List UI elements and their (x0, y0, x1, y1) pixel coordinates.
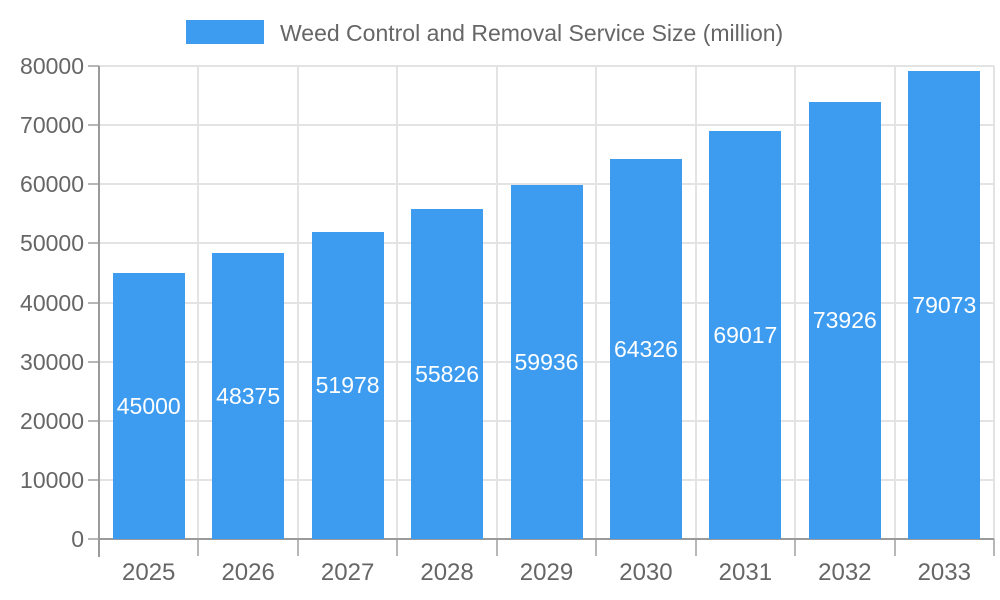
bar-value-label: 55826 (415, 360, 480, 387)
x-gridline (495, 66, 498, 539)
y-tick-label: 10000 (20, 466, 84, 493)
y-tick (88, 360, 99, 363)
x-tick (197, 539, 200, 556)
chart-legend[interactable]: Weed Control and Removal Service Size (m… (0, 16, 1000, 50)
x-tick-label: 2030 (619, 559, 673, 586)
y-tick-label: 80000 (20, 53, 84, 79)
x-gridline (396, 66, 399, 539)
y-axis-line (98, 66, 100, 557)
x-tick (495, 539, 498, 556)
x-tick (794, 539, 797, 556)
y-tick-label: 40000 (20, 289, 84, 316)
x-tick-label: 2032 (818, 559, 872, 586)
y-tick-label: 20000 (20, 407, 84, 434)
x-gridline (993, 66, 995, 539)
y-tick (88, 301, 99, 304)
bar[interactable] (808, 101, 881, 539)
y-tick (88, 538, 99, 540)
x-tick (893, 539, 896, 556)
x-gridline (694, 66, 697, 539)
bar[interactable] (212, 252, 285, 539)
y-tick (88, 419, 99, 422)
y-tick-label: 50000 (20, 230, 84, 257)
x-gridline (794, 66, 797, 539)
x-tick-label: 2033 (917, 559, 971, 586)
y-gridline (99, 65, 994, 67)
bar-value-label: 79073 (912, 292, 977, 319)
y-tick-label: 0 (71, 526, 84, 552)
x-tick (296, 539, 299, 556)
y-tick-label: 60000 (20, 171, 84, 198)
bar-value-label: 64326 (613, 335, 678, 362)
x-tick (993, 539, 995, 556)
y-tick-label: 30000 (20, 348, 84, 375)
x-tick-label: 2029 (519, 559, 574, 586)
bar[interactable] (510, 184, 583, 539)
y-tick (88, 242, 99, 245)
bar[interactable] (411, 208, 484, 539)
y-tick (88, 478, 99, 481)
legend-label: Weed Control and Removal Service Size (m… (280, 20, 784, 46)
x-tick-label: 2031 (718, 559, 773, 586)
bar-value-label: 59936 (514, 348, 579, 375)
x-tick-label: 2025 (122, 559, 176, 586)
bar[interactable] (908, 71, 981, 539)
y-gridline (99, 183, 994, 186)
x-gridline (893, 66, 896, 539)
x-tick-label: 2027 (320, 559, 375, 586)
x-tick (694, 539, 697, 556)
x-tick-label: 2028 (420, 559, 474, 586)
bar-value-label: 45000 (116, 392, 181, 419)
bar[interactable] (112, 272, 185, 539)
bar-value-label: 69017 (713, 321, 778, 348)
x-gridline (197, 66, 200, 539)
bar[interactable] (609, 158, 682, 539)
y-tick (88, 65, 99, 67)
x-tick (595, 539, 598, 556)
bar[interactable] (709, 130, 782, 539)
x-tick (396, 539, 399, 556)
x-gridline (296, 66, 299, 539)
y-tick (88, 124, 99, 127)
x-gridline (595, 66, 598, 539)
x-tick-label: 2026 (221, 559, 275, 586)
bar[interactable] (311, 231, 384, 539)
legend-swatch (186, 20, 264, 44)
bar-value-label: 51978 (315, 372, 380, 399)
x-axis-line (99, 538, 994, 540)
y-tick-label: 70000 (20, 112, 84, 139)
bar-value-label: 48375 (216, 382, 281, 409)
bar-value-label: 73926 (812, 307, 877, 334)
y-gridline (99, 124, 994, 127)
y-tick (88, 183, 99, 186)
